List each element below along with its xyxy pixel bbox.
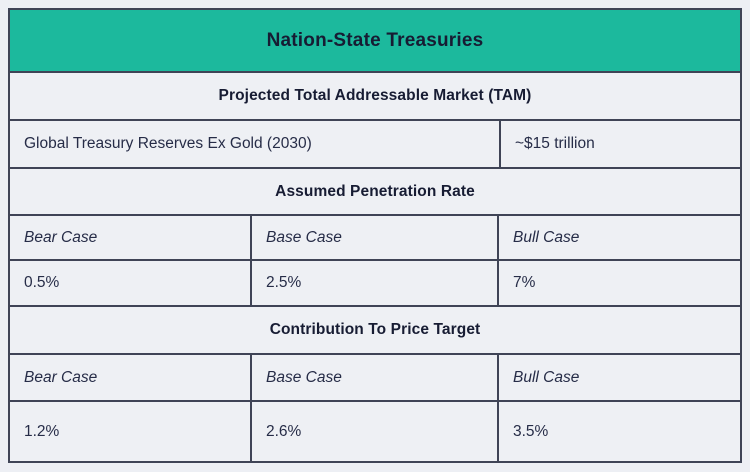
section-heading-tam: Projected Total Addressable Market (TAM) (10, 71, 740, 119)
contribution-bear-value-cell: 1.2% (10, 402, 250, 461)
contribution-base-value-cell: 2.6% (250, 402, 497, 461)
nation-state-treasuries-table: Nation-State Treasuries Projected Total … (8, 8, 742, 463)
contribution-case-row: Bear Case Base Case Bull Case (10, 353, 740, 400)
penetration-bull-case-label: Bull Case (513, 228, 580, 246)
penetration-bear-value: 0.5% (24, 274, 60, 291)
tam-value: ~$15 trillion (515, 135, 595, 152)
penetration-bear-value-cell: 0.5% (10, 261, 250, 305)
table-title: Nation-State Treasuries (266, 29, 484, 51)
contribution-bear-case-label: Bear Case (24, 368, 98, 386)
contribution-bear-case-cell: Bear Case (10, 355, 250, 400)
contribution-value-row: 1.2% 2.6% 3.5% (10, 400, 740, 461)
contribution-base-value: 2.6% (266, 422, 302, 440)
penetration-base-value: 2.5% (266, 274, 302, 291)
contribution-bull-case-label: Bull Case (513, 368, 580, 386)
contribution-base-case-label: Base Case (266, 368, 342, 386)
penetration-value-row: 0.5% 2.5% 7% (10, 259, 740, 305)
penetration-bull-value: 7% (513, 274, 536, 291)
contribution-bear-value: 1.2% (24, 422, 60, 440)
contribution-base-case-cell: Base Case (250, 355, 497, 400)
penetration-bull-value-cell: 7% (497, 261, 740, 305)
penetration-base-case-label: Base Case (266, 228, 342, 246)
tam-value-cell: ~$15 trillion (499, 121, 740, 167)
penetration-bear-case-label: Bear Case (24, 228, 98, 246)
section-heading-tam-label: Projected Total Addressable Market (TAM) (218, 87, 532, 104)
contribution-bull-value: 3.5% (513, 422, 549, 440)
contribution-bull-case-cell: Bull Case (497, 355, 740, 400)
section-heading-penetration: Assumed Penetration Rate (10, 167, 740, 214)
penetration-bear-case-cell: Bear Case (10, 216, 250, 259)
tam-label: Global Treasury Reserves Ex Gold (2030) (24, 135, 312, 152)
section-heading-contribution-label: Contribution To Price Target (269, 321, 481, 338)
penetration-bull-case-cell: Bull Case (497, 216, 740, 259)
section-heading-contribution: Contribution To Price Target (10, 305, 740, 353)
table-title-bar: Nation-State Treasuries (10, 10, 740, 71)
tam-label-cell: Global Treasury Reserves Ex Gold (2030) (10, 121, 499, 167)
penetration-case-row: Bear Case Base Case Bull Case (10, 214, 740, 259)
penetration-base-case-cell: Base Case (250, 216, 497, 259)
penetration-base-value-cell: 2.5% (250, 261, 497, 305)
contribution-bull-value-cell: 3.5% (497, 402, 740, 461)
tam-data-row: Global Treasury Reserves Ex Gold (2030) … (10, 119, 740, 167)
section-heading-penetration-label: Assumed Penetration Rate (275, 182, 475, 200)
